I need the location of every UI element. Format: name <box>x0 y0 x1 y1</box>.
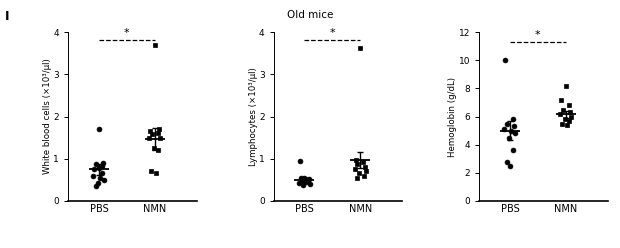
Text: *: * <box>329 28 335 38</box>
Text: *: * <box>124 28 130 38</box>
Text: *: * <box>535 31 541 40</box>
Y-axis label: White blood cells (×10³/μl): White blood cells (×10³/μl) <box>43 59 52 174</box>
Y-axis label: Hemoglobin (g/dL): Hemoglobin (g/dL) <box>448 77 458 156</box>
Text: Old mice: Old mice <box>287 10 333 20</box>
Y-axis label: Lymphocytes (×10³/μl): Lymphocytes (×10³/μl) <box>249 67 257 166</box>
Text: I: I <box>5 10 9 23</box>
